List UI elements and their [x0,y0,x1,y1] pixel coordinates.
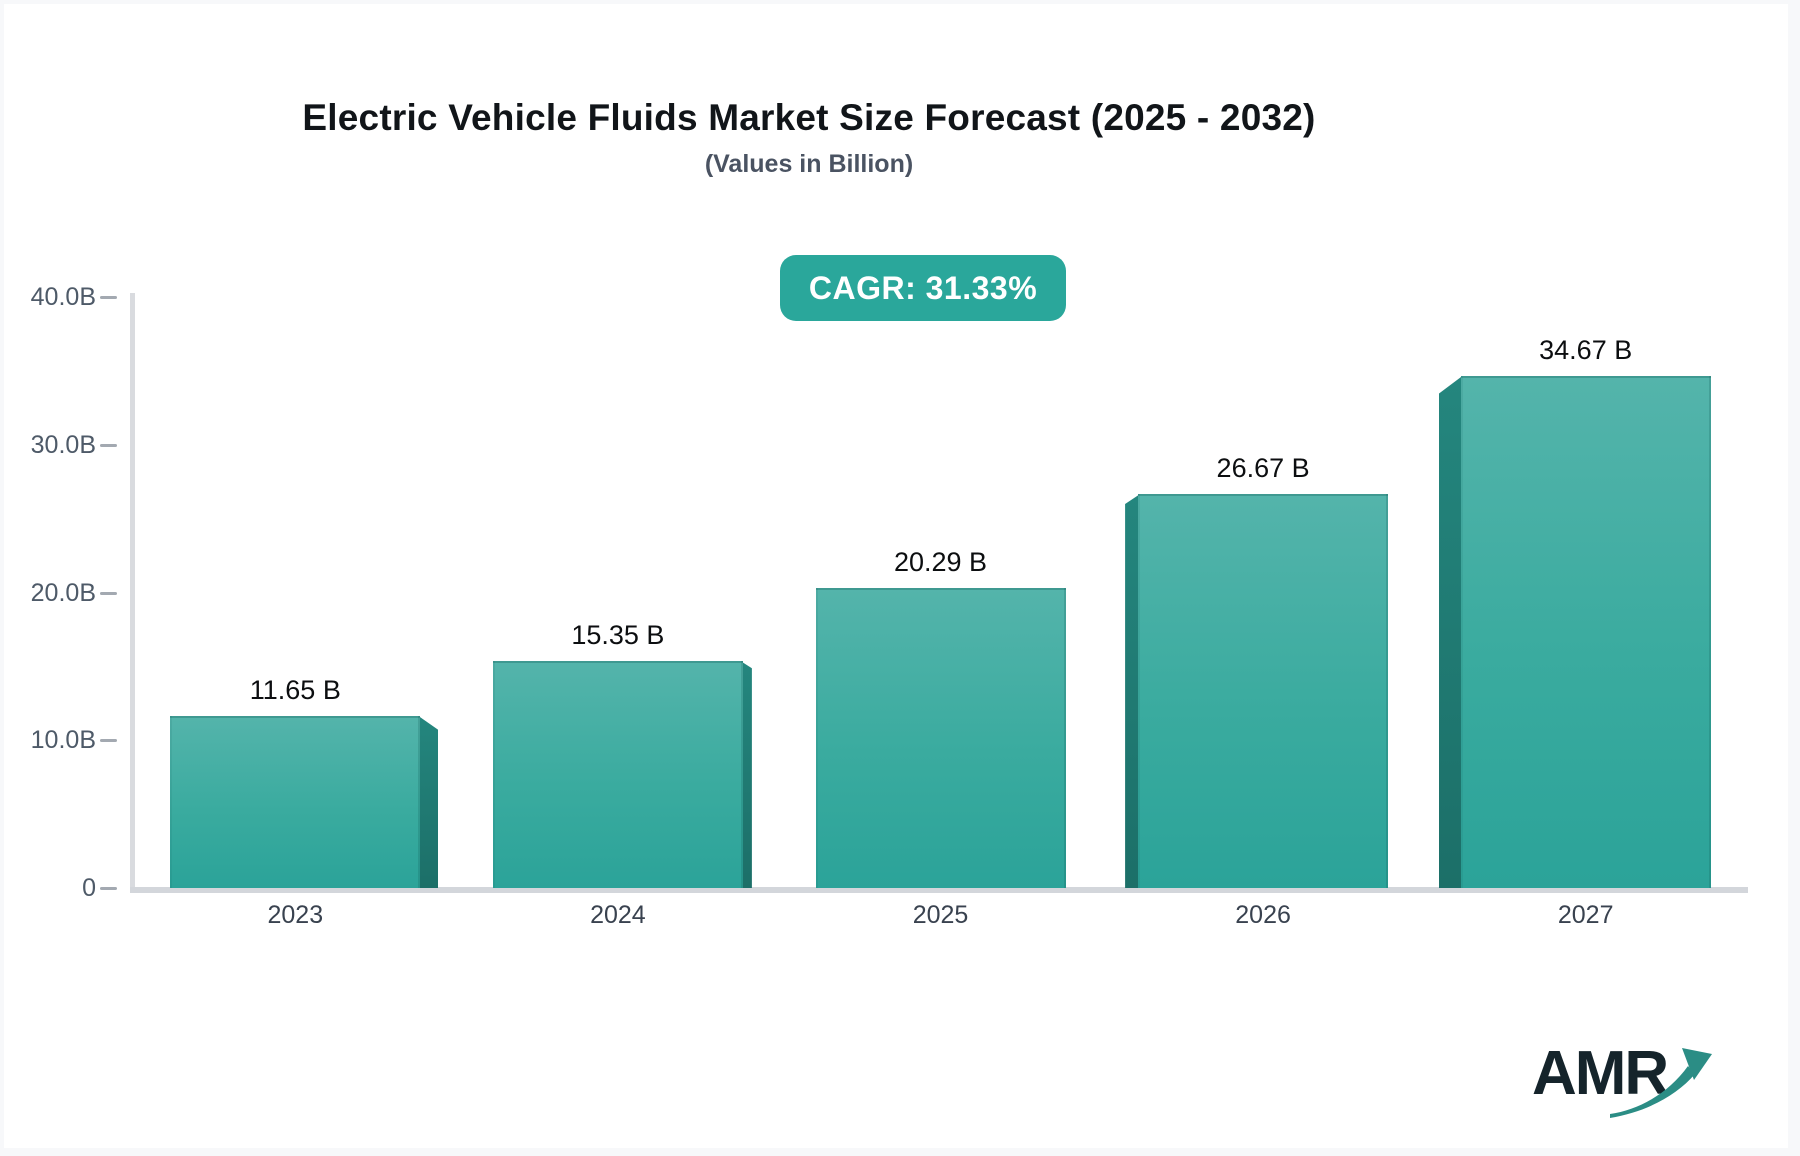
x-axis-baseline [130,887,1748,893]
bar-side-3d [418,715,439,888]
chart-card: Electric Vehicle Fluids Market Size Fore… [4,4,1788,1148]
y-axis-label: 40.0B [30,283,96,311]
y-axis-label: 10.0B [30,726,96,755]
y-axis-label: 20.0B [30,578,96,607]
logo-arrow-icon [1610,1048,1712,1118]
chart-subtitle: (Values in Billion) [704,150,914,178]
bar-2023 [170,715,421,888]
x-axis-label: 2023 [267,901,324,929]
y-axis-tick [100,591,117,595]
y-axis-tick [100,443,117,447]
bar-side-3d [1125,493,1141,888]
bar-value-label: 26.67 B [1216,452,1310,483]
bar-2026 [1138,493,1389,888]
bar-value-label: 15.35 B [571,620,665,651]
bar-side-3d [740,661,752,888]
bar-2027 [1460,375,1711,888]
cagr-badge: CAGR: 31.33% [780,255,1066,321]
bar-2024 [492,661,743,888]
x-axis-label: 2027 [1557,901,1614,929]
x-axis-label: 2024 [590,901,646,929]
x-axis-label: 2025 [912,901,969,929]
cagr-badge-label: CAGR: 31.33% [808,269,1038,306]
y-axis-label: 30.0B [30,430,96,459]
chart-title: Electric Vehicle Fluids Market Size Fore… [302,97,1316,138]
logo-text: AMR [1532,1039,1669,1108]
x-axis-label: 2026 [1235,901,1291,929]
bar-2025 [815,588,1066,888]
brand-logo: AMR [1532,1038,1712,1122]
bar-value-label: 34.67 B [1539,334,1633,365]
y-axis-tick [100,739,117,743]
y-axis-tick [100,887,117,890]
y-axis-label: 0 [82,874,96,902]
bar-value-label: 20.29 B [893,547,988,578]
y-axis-tick [100,296,117,299]
bar-value-label: 11.65 B [249,674,341,705]
bar-side-3d [1438,375,1463,888]
y-axis-line [130,293,135,889]
